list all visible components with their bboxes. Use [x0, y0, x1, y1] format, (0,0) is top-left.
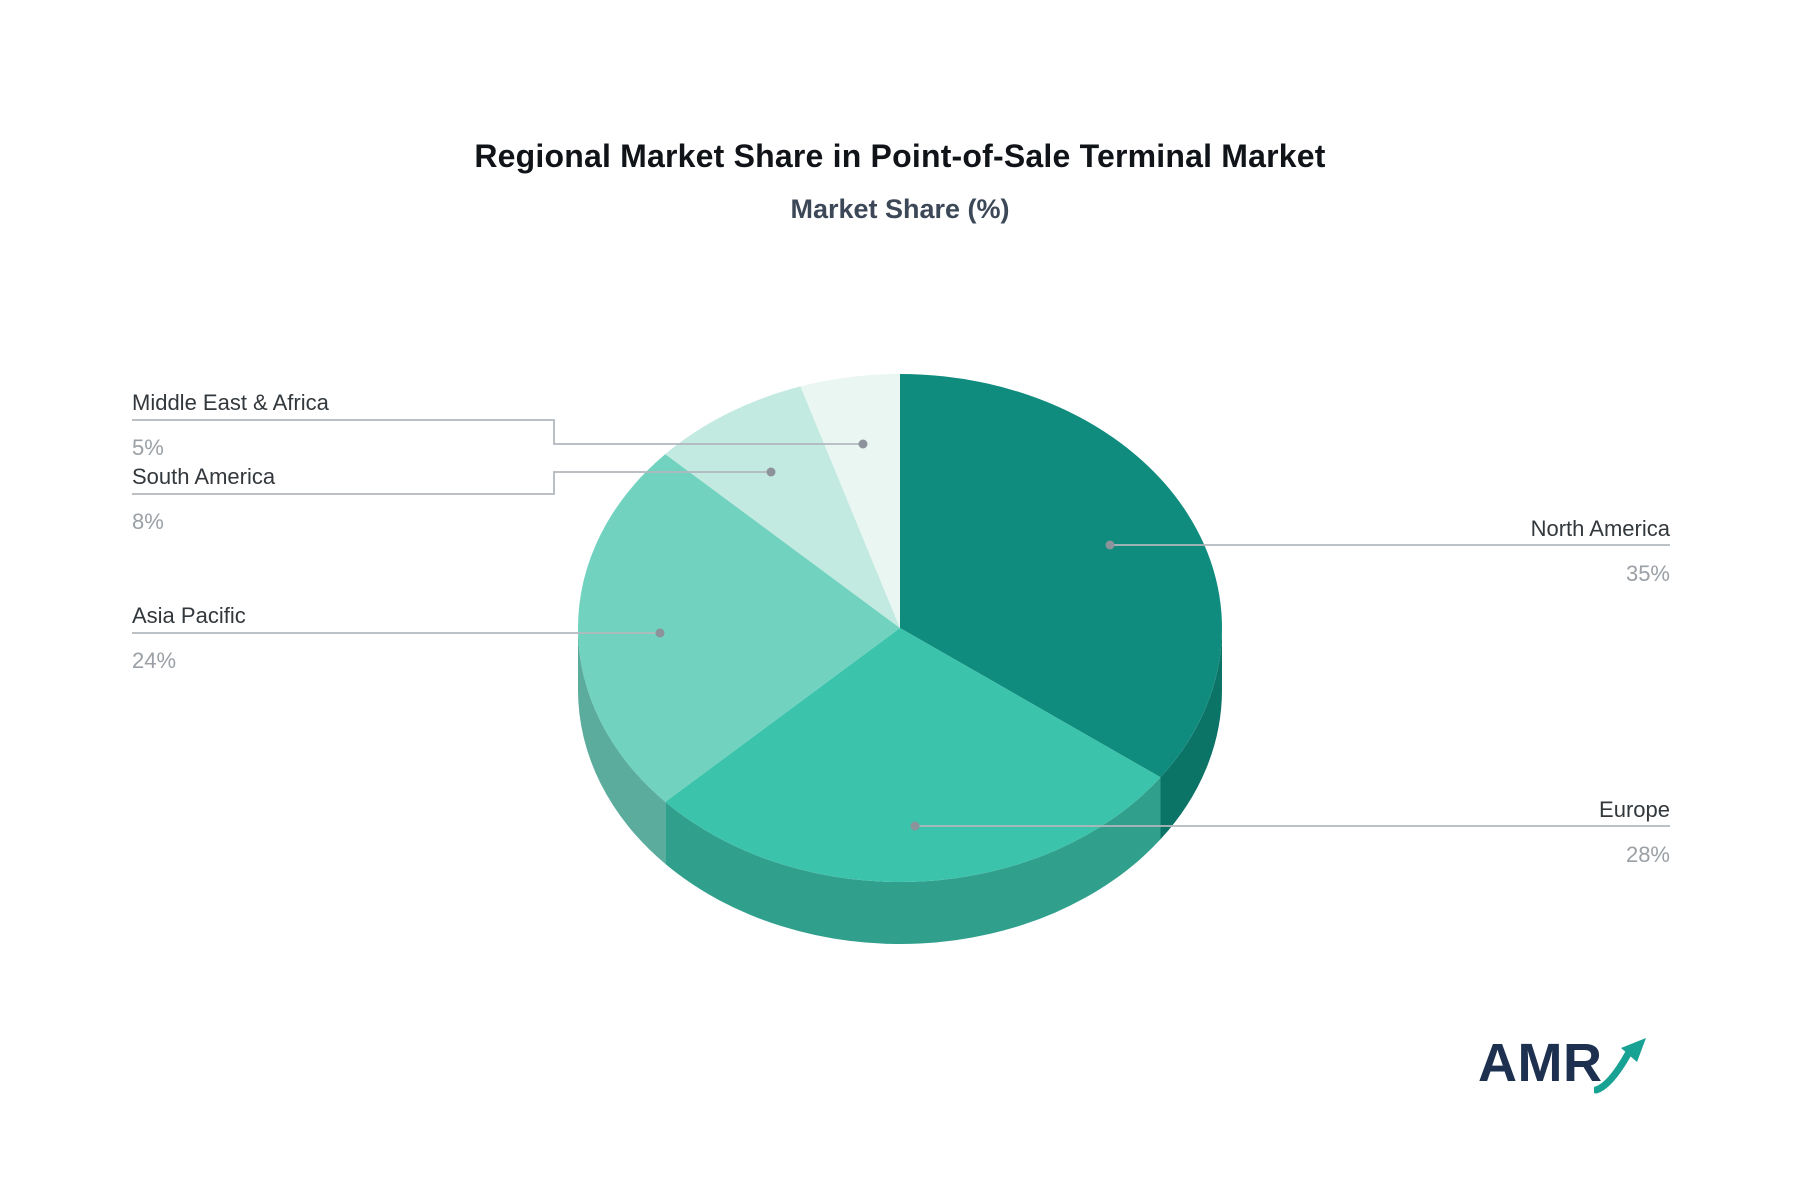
- pie-slice-middle-east-africa[interactable]: [800, 374, 901, 628]
- slice-label-north-america: North America: [1531, 516, 1671, 541]
- amr-logo: AMR: [1478, 1036, 1678, 1116]
- pie-slice-south-america[interactable]: [665, 386, 900, 628]
- pie-slice-side-europe: [665, 777, 1161, 945]
- leader-line-south-america: [132, 471, 771, 495]
- leader-dot-south-america: [766, 467, 776, 477]
- amr-logo-arrow-icon: [1594, 1038, 1646, 1094]
- slice-value-middle-east-africa: 5%: [132, 435, 164, 460]
- pie-slice-side-asia-pacific: [578, 628, 666, 864]
- chart-subtitle: Market Share (%): [790, 194, 1010, 224]
- chart-title: Regional Market Share in Point-of-Sale T…: [474, 138, 1326, 174]
- leader-line-middle-east-africa: [132, 419, 863, 445]
- slice-label-south-america: South America: [132, 464, 276, 489]
- slice-value-europe: 28%: [1626, 842, 1670, 867]
- leader-dot-asia-pacific: [655, 628, 665, 638]
- pie-slice-side-north-america: [1160, 628, 1222, 840]
- pie-slice-asia-pacific[interactable]: [577, 454, 900, 802]
- slice-label-europe: Europe: [1599, 797, 1670, 822]
- slice-label-asia-pacific: Asia Pacific: [132, 603, 246, 628]
- amr-logo-text: AMR: [1478, 1033, 1603, 1093]
- pie-slice-europe[interactable]: [665, 628, 1161, 883]
- leader-dot-middle-east-africa: [858, 439, 868, 449]
- slice-value-asia-pacific: 24%: [132, 648, 176, 673]
- leader-dot-north-america: [1105, 540, 1115, 550]
- slice-value-north-america: 35%: [1626, 561, 1670, 586]
- slice-value-south-america: 8%: [132, 509, 164, 534]
- leader-dot-europe: [910, 821, 920, 831]
- slice-label-middle-east-africa: Middle East & Africa: [132, 390, 330, 415]
- pie-slice-north-america[interactable]: [900, 374, 1222, 778]
